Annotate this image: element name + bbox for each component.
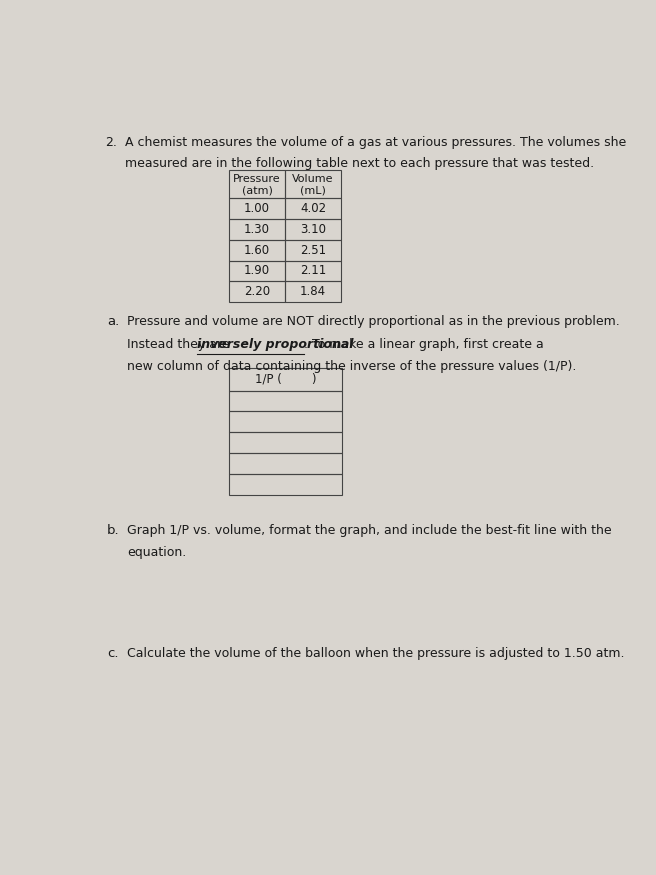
Text: . To make a linear graph, first create a: . To make a linear graph, first create a <box>304 338 543 351</box>
Text: 4.02: 4.02 <box>300 202 326 215</box>
Bar <box>285 282 341 302</box>
Text: Volume
(mL): Volume (mL) <box>292 173 334 195</box>
Bar <box>229 390 342 411</box>
Text: b.: b. <box>107 524 119 537</box>
Text: Calculate the volume of the balloon when the pressure is adjusted to 1.50 atm.: Calculate the volume of the balloon when… <box>127 648 625 660</box>
Text: 3.10: 3.10 <box>300 223 326 236</box>
Bar <box>229 411 342 432</box>
Bar <box>229 198 285 219</box>
Bar <box>285 219 341 240</box>
Bar <box>229 261 285 282</box>
Bar <box>229 240 285 261</box>
Text: 1.90: 1.90 <box>244 264 270 277</box>
Text: c.: c. <box>107 648 118 660</box>
Text: measured are in the following table next to each pressure that was tested.: measured are in the following table next… <box>125 158 594 171</box>
Text: inversely proportional: inversely proportional <box>197 338 353 351</box>
Text: 2.51: 2.51 <box>300 243 326 256</box>
Text: new column of data containing the inverse of the pressure values (1/P).: new column of data containing the invers… <box>127 360 577 373</box>
Bar <box>229 368 342 390</box>
Text: 1.30: 1.30 <box>244 223 270 236</box>
Text: Instead they are: Instead they are <box>127 338 234 351</box>
Bar <box>229 171 285 198</box>
Text: a.: a. <box>107 315 119 328</box>
Text: 1.84: 1.84 <box>300 285 326 298</box>
Bar <box>285 261 341 282</box>
Text: Pressure
(atm): Pressure (atm) <box>234 173 281 195</box>
Text: 2.: 2. <box>105 136 117 149</box>
Bar <box>229 474 342 494</box>
Text: 1/P (        ): 1/P ( ) <box>255 373 316 386</box>
Text: 1.60: 1.60 <box>244 243 270 256</box>
Bar <box>229 282 285 302</box>
Text: 2.20: 2.20 <box>244 285 270 298</box>
Bar <box>229 432 342 453</box>
Text: 1.00: 1.00 <box>244 202 270 215</box>
Text: Pressure and volume are NOT directly proportional as in the previous problem.: Pressure and volume are NOT directly pro… <box>127 315 620 328</box>
Bar <box>229 453 342 474</box>
Text: 2.11: 2.11 <box>300 264 326 277</box>
Text: equation.: equation. <box>127 546 186 559</box>
Bar <box>285 171 341 198</box>
Text: A chemist measures the volume of a gas at various pressures. The volumes she: A chemist measures the volume of a gas a… <box>125 136 626 149</box>
Bar <box>285 198 341 219</box>
Bar <box>229 219 285 240</box>
Bar <box>285 240 341 261</box>
Text: Graph 1/P vs. volume, format the graph, and include the best-fit line with the: Graph 1/P vs. volume, format the graph, … <box>127 524 611 537</box>
